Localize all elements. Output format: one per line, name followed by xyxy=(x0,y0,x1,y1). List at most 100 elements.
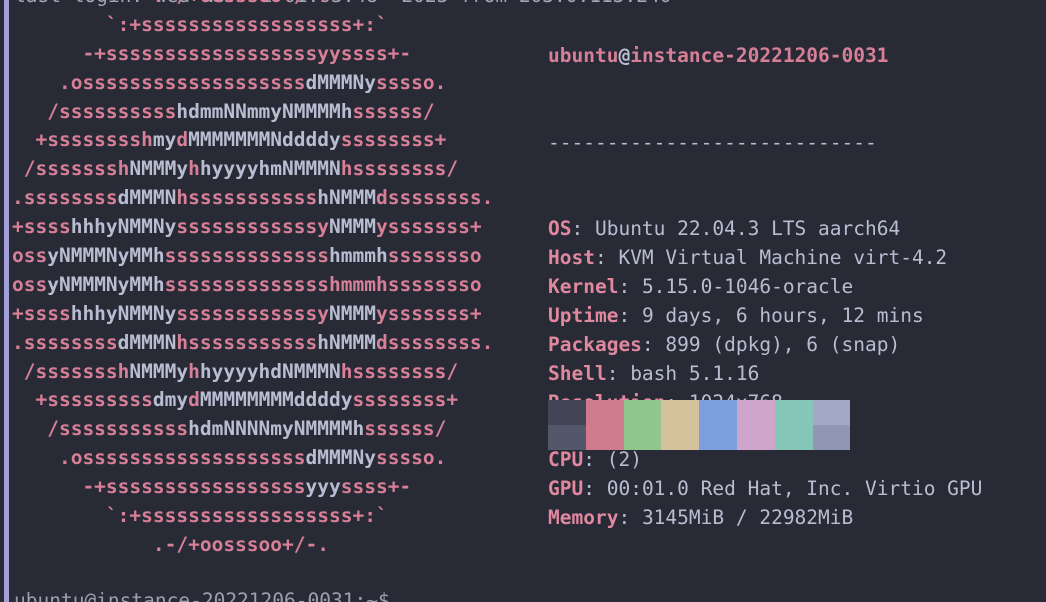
ascii-logo-line: `:+ssssssssssssssssss+:` xyxy=(12,502,540,531)
info-key: GPU xyxy=(548,477,584,501)
ascii-logo-line: -+ssssssssssssssssssyyssss+- xyxy=(12,40,540,69)
ascii-logo-line: +sssssssshmydMMMMMMMNddddyssssssss+ xyxy=(12,126,540,155)
username: ubuntu xyxy=(548,43,619,67)
info-row-memory: Memory: 3145MiB / 22982MiB xyxy=(548,504,1044,533)
ascii-logo-line: +sssssssssdmydMMMMMMMMddddyssssssss+ xyxy=(12,386,540,415)
info-separator: : xyxy=(606,361,631,385)
ascii-logo-segment: ysssssss+ xyxy=(375,301,482,325)
palette-swatch-1-6 xyxy=(774,425,813,450)
palette-swatch-1-3 xyxy=(661,425,700,450)
ascii-logo-line: .osssssssssssssssssssdMMMNysssso. xyxy=(12,69,540,98)
info-row-kernel: Kernel: 5.15.0-1046-oracle xyxy=(548,273,1044,302)
info-key: Packages xyxy=(548,332,642,356)
ascii-logo-line: ossyNMMMNyMMhsssssssssssssshmmmhssssssso xyxy=(12,271,540,300)
ascii-logo-segment: ssssssss+ xyxy=(340,128,447,152)
ascii-logo-segment: .ssssssss xyxy=(12,186,118,210)
palette-swatch-1-2 xyxy=(623,425,662,450)
info-key: Host xyxy=(548,246,595,270)
ascii-logo-segment: .osssssssssssssssssss xyxy=(12,446,306,470)
info-separator: : xyxy=(594,246,619,270)
ascii-logo-segment: dMMMNy xyxy=(305,70,376,94)
ascii-logo-segment: .-/+oosssoo+/-. xyxy=(12,0,329,7)
info-rows: OS: Ubuntu 22.04.3 LTS aarch64 Host: KVM … xyxy=(548,215,1044,533)
ascii-logo-segment: dMMMN xyxy=(117,330,177,354)
palette-swatch-0-5 xyxy=(736,400,775,425)
ascii-logo-segment: NMMM xyxy=(329,215,376,239)
separator-line: ---------------------------- xyxy=(548,130,877,154)
ascii-logo-segment: dmy xyxy=(152,388,189,412)
ascii-logo-line: /ssssssssssshdmNNNNmyNMMMMhssssss/ xyxy=(12,415,540,444)
info-separator: : xyxy=(571,217,595,241)
shell-prompt-line[interactable]: ubuntu@instance-20221206-0031:~$ xyxy=(14,591,390,602)
ascii-logo-segment: -+sssssssssssssssss xyxy=(12,475,306,499)
ascii-logo-segment: +ssss xyxy=(12,301,71,325)
ascii-logo-segment: sssso. xyxy=(375,446,447,470)
info-separator: : xyxy=(641,332,666,356)
ascii-logo-line: .-/+oosssoo+/-. xyxy=(12,0,540,11)
ascii-logo-segment: .-/+oosssoo+/-. xyxy=(12,532,329,556)
ascii-logo-segment: hsssssssssss xyxy=(176,330,318,354)
info-separator: : xyxy=(583,448,607,472)
ascii-logo-segment: /ssssssssss xyxy=(12,99,177,123)
ascii-logo-segment: .osssssssssssssssssss xyxy=(12,70,306,94)
ascii-logo-segment: +ssss xyxy=(12,215,71,239)
info-key: CPU xyxy=(548,448,584,472)
ascii-logo-segment: d xyxy=(188,388,200,412)
system-info-block: ubuntu@instance-20221206-0031 ----------… xyxy=(548,0,1044,591)
ascii-logo-segment: hsssssssssss xyxy=(176,186,318,210)
ascii-logo-segment: ssssss/ xyxy=(352,99,435,123)
ascii-logo-segment: d xyxy=(176,128,189,152)
ascii-logo-line: /ssssssshNMMMyhhyyyyhmNMMMNhssssssss/ xyxy=(12,155,540,184)
ascii-logo-segment: my xyxy=(152,128,177,152)
ascii-logo-segment: NMMMy xyxy=(129,359,189,383)
info-key: Uptime xyxy=(548,303,619,327)
info-value: 899 (dpkg), 6 (snap) xyxy=(665,332,901,356)
info-value: 9 days, 6 hours, 12 mins xyxy=(641,303,924,327)
info-key: OS xyxy=(548,217,572,241)
ascii-logo-line: `:+ssssssssssssssssss+:` xyxy=(12,11,540,40)
ascii-logo-segment: MMMMMMMMddddy xyxy=(199,388,353,412)
ascii-logo-segment: hyyyyhmNMMMN xyxy=(199,157,341,181)
ascii-logo-line: .-/+oosssoo+/-. xyxy=(12,531,540,560)
palette-swatch-0-2 xyxy=(623,400,662,425)
ascii-logo-segment: ssssssss+ xyxy=(352,388,459,412)
info-value: bash 5.1.16 xyxy=(630,361,760,385)
palette-swatch-0-4 xyxy=(699,400,737,425)
ascii-logo-segment: ssssssso xyxy=(387,244,482,268)
info-value: 00:01.0 Red Hat, Inc. Virtio GPU xyxy=(606,477,983,501)
ascii-logo-segment: yyy xyxy=(305,475,341,499)
ascii-logo-segment: ssss+- xyxy=(340,475,412,499)
ascii-logo-segment: sssso. xyxy=(375,70,447,94)
ascii-logo-segment: `:+ssssssssssssssssss+:` xyxy=(12,12,388,36)
at-symbol: @ xyxy=(618,43,631,67)
ascii-logo-segment: yNMMMNyMMh xyxy=(47,272,165,296)
info-row-packages: Packages: 899 (dpkg), 6 (snap) xyxy=(548,331,1044,360)
ascii-logo-line: +sssshhhyNMMNyssssssssssssyNMMMysssssss+ xyxy=(12,213,540,242)
palette-swatch-0-7 xyxy=(812,400,851,425)
ascii-logo-segment: oss xyxy=(12,272,48,296)
ascii-logo-segment: ssssssssssssss xyxy=(164,244,330,268)
info-row-host: Host: KVM Virtual Machine virt-4.2 xyxy=(548,244,1044,273)
ascii-logo-segment: hNMMM xyxy=(317,330,376,354)
ascii-logo-segment: yNMMMNyMMh xyxy=(47,244,165,268)
palette-swatch-0-3 xyxy=(661,400,700,425)
palette-swatch-0-6 xyxy=(774,400,813,425)
ascii-logo-segment: NMMM xyxy=(329,301,376,325)
info-value: 3145MiB / 22982MiB xyxy=(641,506,854,530)
ascii-logo-segment: +ssssssssh xyxy=(12,128,153,152)
ascii-logo-segment: oss xyxy=(12,244,48,268)
ascii-logo-line: .ssssssssdMMMNhssssssssssshNMMMdssssssss… xyxy=(12,184,540,213)
ascii-logo-line: /sssssssssshdmmNNmmyNMMMMhssssss/ xyxy=(12,98,540,127)
ascii-logo-line: -+sssssssssssssssssyyyssss+- xyxy=(12,473,540,502)
info-separator: : xyxy=(618,275,642,298)
color-palette-swatches xyxy=(548,400,851,450)
palette-row-bright xyxy=(548,425,851,450)
ascii-logo-segment: `:+ssssssssssssssssss+:` xyxy=(12,504,388,528)
ascii-logo-segment: .ssssssss xyxy=(12,330,118,354)
ascii-logo-segment: hmmmh xyxy=(329,244,388,268)
palette-swatch-0-1 xyxy=(585,400,624,425)
ascii-logo-segment: hNMMM xyxy=(317,186,376,210)
ascii-logo-segment: hhhyNMMNy xyxy=(70,301,177,325)
user-host-line: ubuntu@instance-20221206-0031 xyxy=(548,42,1044,71)
